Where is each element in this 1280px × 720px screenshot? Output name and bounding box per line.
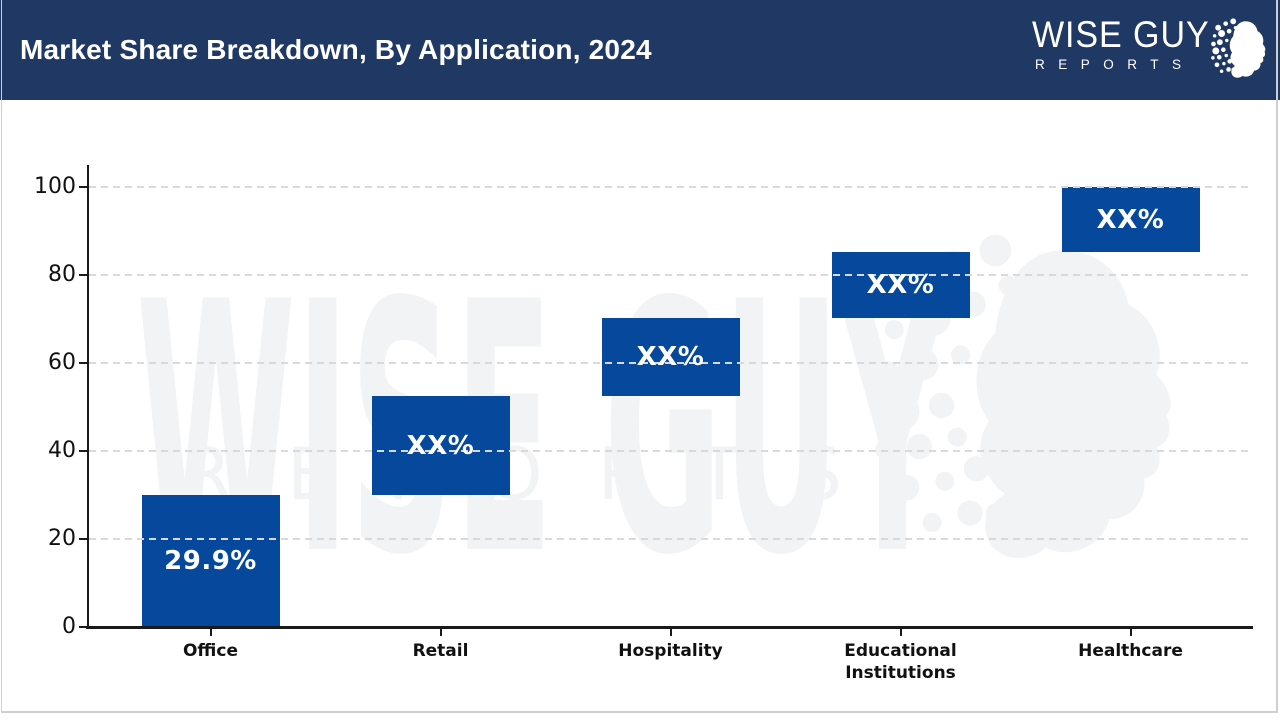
grid-line <box>89 538 1253 540</box>
logo-reports-text: REPORTS <box>1035 57 1195 72</box>
y-tick <box>79 538 88 540</box>
bar <box>371 396 510 496</box>
x-tick <box>439 629 442 636</box>
y-axis-line <box>87 165 89 627</box>
bar-label: XX% <box>866 270 935 301</box>
bar-label: 29.9% <box>164 546 257 577</box>
bar-label: XX% <box>1096 204 1165 235</box>
y-tick-label: 20 <box>48 526 76 551</box>
y-tick-label: 60 <box>48 350 76 375</box>
x-tick <box>1129 629 1132 636</box>
x-tick <box>899 629 902 636</box>
y-tick-label: 80 <box>48 262 76 287</box>
y-tick <box>79 450 88 452</box>
y-tick-label: 0 <box>62 614 76 639</box>
x-tick <box>669 629 672 636</box>
y-tick-label: 100 <box>34 174 76 199</box>
grid-line <box>89 450 1253 452</box>
wiseguy-head-icon <box>1211 18 1266 78</box>
x-category-label: Retail <box>412 641 469 661</box>
x-tick <box>209 629 212 636</box>
grid-line <box>89 274 1253 276</box>
y-tick <box>79 186 88 188</box>
x-category-label: Office <box>182 641 239 661</box>
bar-label: XX% <box>406 430 475 461</box>
grid-line <box>89 362 1253 364</box>
app-header: Market Share Breakdown, By Application, … <box>0 0 1280 100</box>
y-tick <box>79 626 88 628</box>
y-tick <box>79 362 88 364</box>
bar-label: XX% <box>636 342 705 373</box>
x-category-label: Educational Institutions <box>844 641 957 684</box>
bar <box>1061 187 1200 253</box>
y-tick-label: 40 <box>48 438 76 463</box>
logo-wordmark: WISE GUY <box>1032 14 1210 55</box>
bar <box>601 318 740 397</box>
page-title: Market Share Breakdown, By Application, … <box>20 34 652 65</box>
x-category-label: Hospitality <box>618 641 723 661</box>
y-tick <box>79 274 88 276</box>
bar <box>141 495 280 627</box>
wiseguy-logo: WISE GUY REPORTS <box>1032 14 1272 73</box>
x-category-label: Healthcare <box>1078 641 1183 661</box>
x-axis-line <box>86 626 1253 629</box>
grid-line <box>89 186 1253 188</box>
